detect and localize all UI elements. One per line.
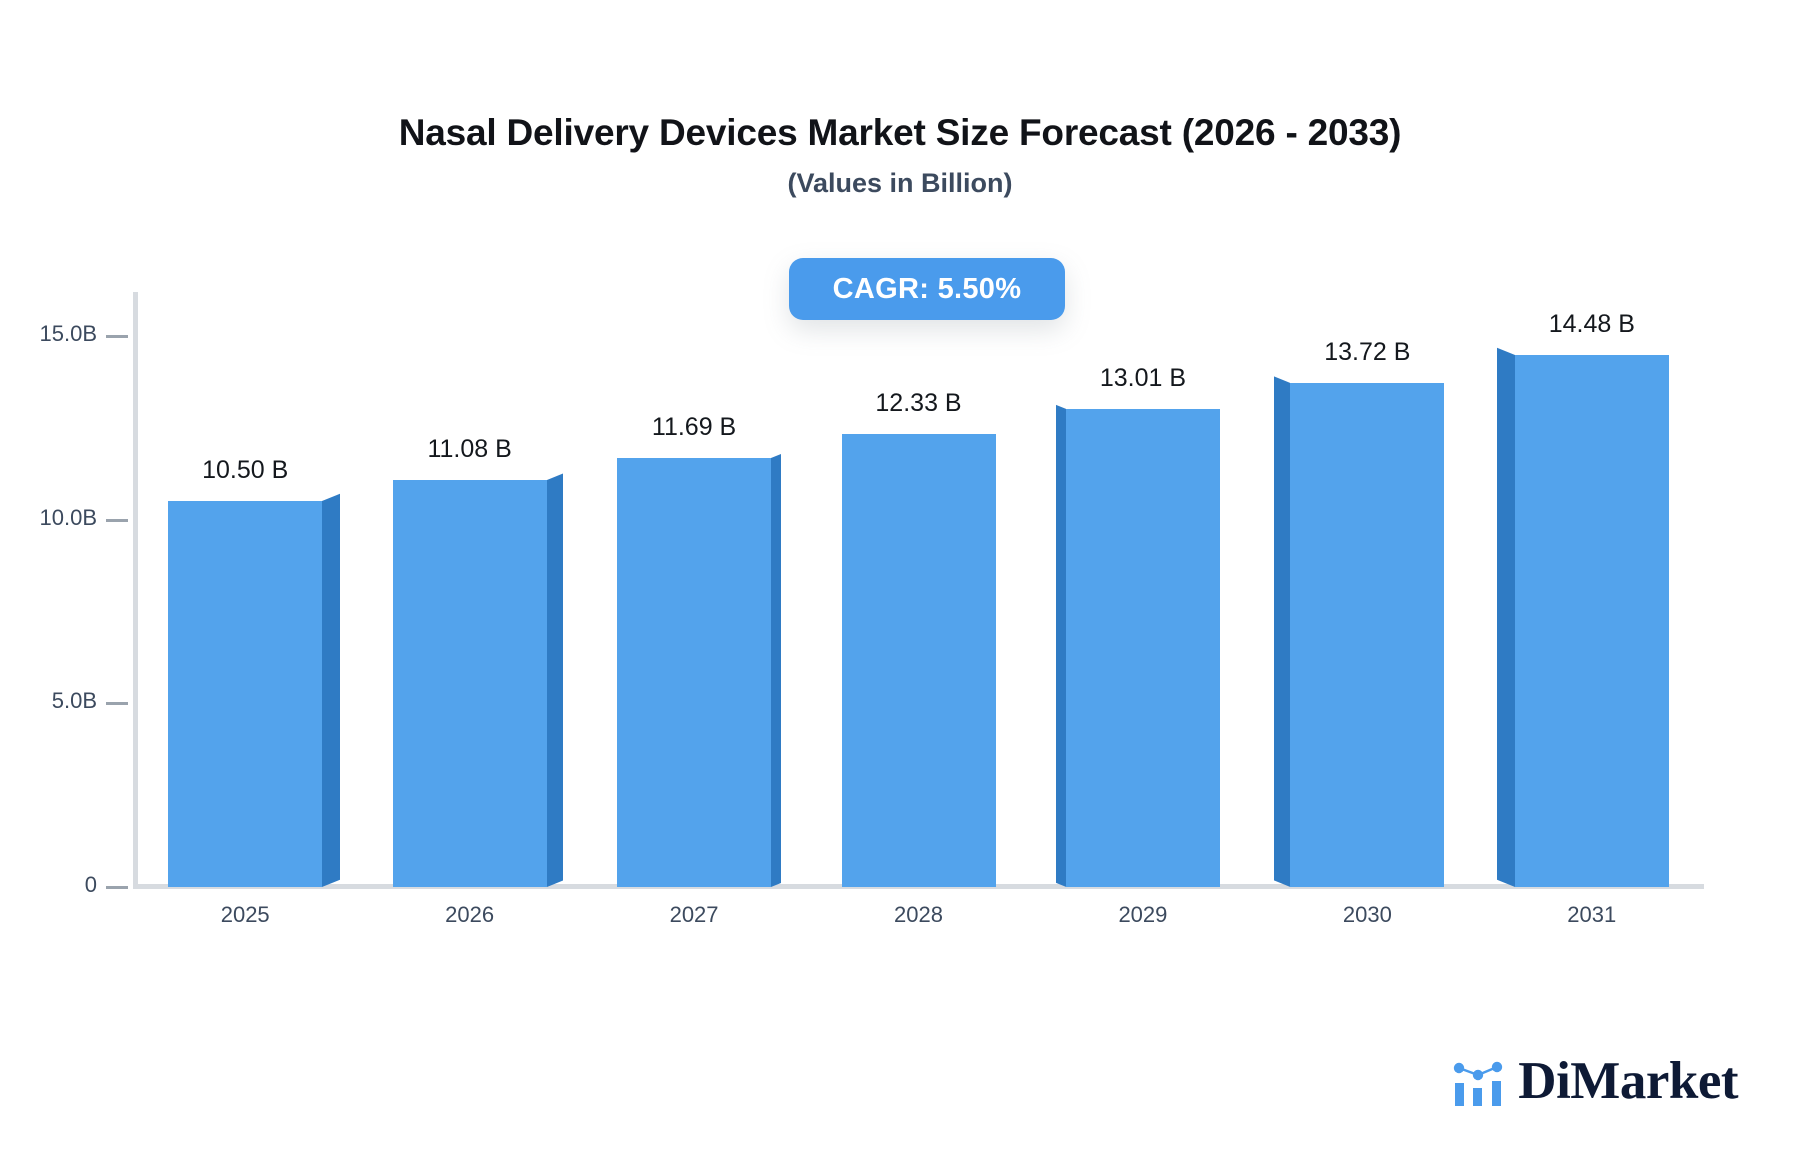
y-axis-line bbox=[133, 292, 138, 887]
bar[interactable]: 12.33 B bbox=[841, 389, 996, 887]
bar-front-face bbox=[617, 457, 772, 887]
page-title: Nasal Delivery Devices Market Size Forec… bbox=[398, 112, 1402, 153]
bar[interactable]: 13.72 B bbox=[1273, 338, 1445, 887]
bar-front-face bbox=[1065, 409, 1220, 887]
bar[interactable]: 11.08 B bbox=[392, 435, 564, 887]
y-axis-tick-label: 10.0B bbox=[39, 504, 98, 530]
bar-side-face bbox=[1273, 376, 1291, 887]
y-axis-tick-mark bbox=[106, 886, 128, 889]
y-axis-tick-mark bbox=[106, 518, 128, 522]
x-axis-tick-label: 2026 bbox=[445, 902, 495, 927]
plot-area: 10.50 B 11.08 B 11.69 B 12.33 B 13.01 B 13.72… bbox=[133, 292, 1704, 887]
bar-value-label: 13.01 B bbox=[1099, 364, 1187, 393]
cagr-badge-label: CAGR: 5.50% bbox=[832, 272, 1022, 305]
bar[interactable]: 11.69 B bbox=[617, 413, 782, 887]
cagr-badge: CAGR: 5.50% bbox=[789, 258, 1065, 320]
bar-side-face bbox=[771, 453, 782, 887]
x-axis-tick-label: 2031 bbox=[1567, 902, 1617, 927]
bar[interactable]: 13.01 B bbox=[1055, 364, 1220, 887]
x-axis-tick-label: 2030 bbox=[1342, 902, 1392, 927]
bar-side-face bbox=[1496, 347, 1515, 887]
bar-side-face bbox=[1055, 405, 1066, 887]
brand-logo: DiMarket bbox=[1451, 1055, 1738, 1108]
chart-subtitle: (Values in Billion) bbox=[787, 168, 1013, 198]
y-axis-tick-mark bbox=[106, 335, 128, 339]
y-axis-tick-mark bbox=[106, 702, 128, 706]
brand-name: DiMarket bbox=[1518, 1052, 1738, 1110]
bar-chart-dots-icon bbox=[1454, 1061, 1503, 1106]
x-axis-tick-label: 2029 bbox=[1118, 902, 1168, 927]
y-axis-tick-label: 0 bbox=[84, 872, 97, 897]
bar[interactable]: 10.50 B bbox=[168, 456, 341, 887]
bar[interactable]: 14.48 B bbox=[1496, 310, 1669, 887]
bar-value-label: 11.69 B bbox=[651, 412, 737, 441]
y-axis-tick-label: 5.0B bbox=[51, 688, 97, 714]
bar-value-label: 12.33 B bbox=[875, 389, 962, 418]
bar-front-face bbox=[841, 434, 996, 887]
bar-front-face bbox=[392, 480, 547, 887]
x-axis-tick-label: 2025 bbox=[220, 902, 270, 927]
bar-front-face bbox=[1514, 355, 1669, 887]
bar-value-label: 13.72 B bbox=[1324, 338, 1411, 367]
bar-side-face bbox=[322, 494, 341, 887]
bar-value-label: 10.50 B bbox=[202, 456, 289, 485]
bar-front-face bbox=[168, 501, 323, 887]
x-axis-tick-label: 2027 bbox=[669, 902, 719, 927]
y-axis-tick-label: 15.0B bbox=[39, 321, 98, 347]
bar-value-label: 11.08 B bbox=[427, 435, 512, 464]
bar-side-face bbox=[546, 473, 564, 887]
bar-value-label: 14.48 B bbox=[1548, 310, 1635, 339]
bar-front-face bbox=[1290, 383, 1445, 887]
x-axis-tick-label: 2028 bbox=[894, 902, 943, 927]
